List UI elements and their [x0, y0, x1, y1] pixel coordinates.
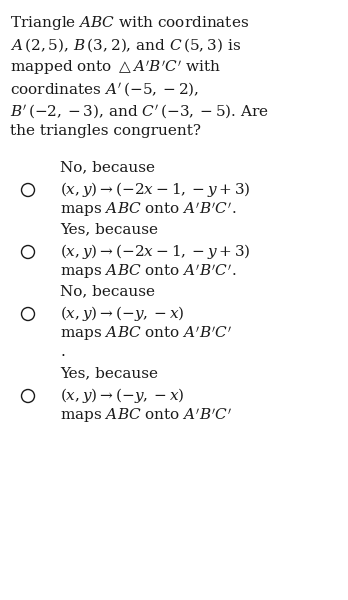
Text: maps $\mathit{ABC}$ onto $\mathit{A'B'C'}$: maps $\mathit{ABC}$ onto $\mathit{A'B'C'… — [60, 324, 232, 343]
Text: No, because: No, because — [60, 284, 155, 298]
Text: $(x,y)\rightarrow(-y,-x)$: $(x,y)\rightarrow(-y,-x)$ — [60, 304, 184, 323]
Text: .: . — [60, 344, 65, 359]
Text: maps $\mathit{ABC}$ onto $\mathit{A'B'C'}$.: maps $\mathit{ABC}$ onto $\mathit{A'B'C'… — [60, 200, 236, 219]
Text: $(x,y)\rightarrow(-2x-1,-y+3)$: $(x,y)\rightarrow(-2x-1,-y+3)$ — [60, 180, 251, 199]
Text: $(x,y)\rightarrow(-y,-x)$: $(x,y)\rightarrow(-y,-x)$ — [60, 386, 184, 405]
Text: maps $\mathit{ABC}$ onto $\mathit{A'B'C'}$: maps $\mathit{ABC}$ onto $\mathit{A'B'C'… — [60, 406, 232, 425]
Text: mapped onto $\triangle\mathit{A'B'C'}$ with: mapped onto $\triangle\mathit{A'B'C'}$ w… — [10, 58, 221, 77]
Text: $\mathit{A}\,(2,5)$, $\mathit{B}\,(3,2)$, and $\mathit{C}\,(5,3)$ is: $\mathit{A}\,(2,5)$, $\mathit{B}\,(3,2)$… — [10, 36, 241, 53]
Text: Triangle $\mathit{ABC}$ with coordinates: Triangle $\mathit{ABC}$ with coordinates — [10, 14, 249, 32]
Text: coordinates $\mathit{A'}\,(-5,-2)$,: coordinates $\mathit{A'}\,(-5,-2)$, — [10, 80, 199, 98]
Text: the triangles congruent?: the triangles congruent? — [10, 124, 201, 138]
Text: $\mathit{B'}\,(-2,-3)$, and $\mathit{C'}\,(-3,-5)$. Are: $\mathit{B'}\,(-2,-3)$, and $\mathit{C'}… — [10, 102, 269, 119]
Text: $(x,y)\rightarrow(-2x-1,-y+3)$: $(x,y)\rightarrow(-2x-1,-y+3)$ — [60, 242, 251, 261]
Text: No, because: No, because — [60, 160, 155, 174]
Text: maps $\mathit{ABC}$ onto $\mathit{A'B'C'}$.: maps $\mathit{ABC}$ onto $\mathit{A'B'C'… — [60, 262, 236, 281]
Text: Yes, because: Yes, because — [60, 366, 158, 380]
Text: Yes, because: Yes, because — [60, 222, 158, 236]
